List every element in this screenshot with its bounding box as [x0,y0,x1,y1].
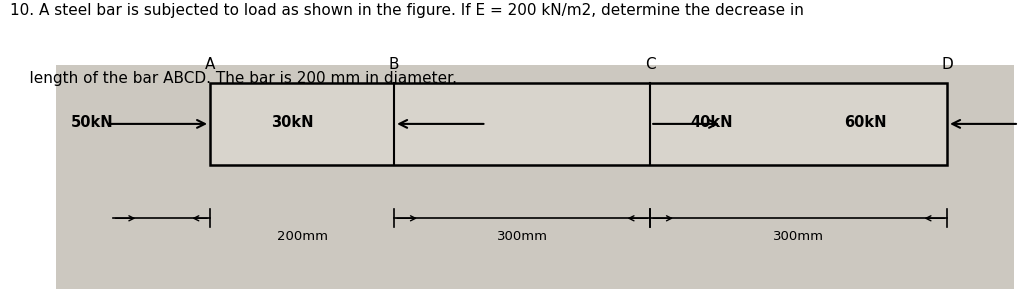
Text: B: B [389,57,399,72]
Text: 300mm: 300mm [497,230,548,242]
Text: 40kN: 40kN [690,115,733,130]
Text: 200mm: 200mm [276,230,328,242]
Text: A: A [205,57,215,72]
Text: 50kN: 50kN [71,115,114,130]
Bar [56,65,1014,289]
Text: length of the bar ABCD. The bar is 200 mm in diameter.: length of the bar ABCD. The bar is 200 m… [10,71,458,86]
Text: 30kN: 30kN [270,115,313,130]
Text: 300mm: 300mm [773,230,824,242]
Text: C: C [645,57,655,72]
Bar [210,83,947,165]
Text: D: D [941,57,953,72]
Text: 60kN: 60kN [844,115,887,130]
Text: 10. A steel bar is subjected to load as shown in the figure. If E = 200 kN/m2, d: 10. A steel bar is subjected to load as … [10,3,804,18]
